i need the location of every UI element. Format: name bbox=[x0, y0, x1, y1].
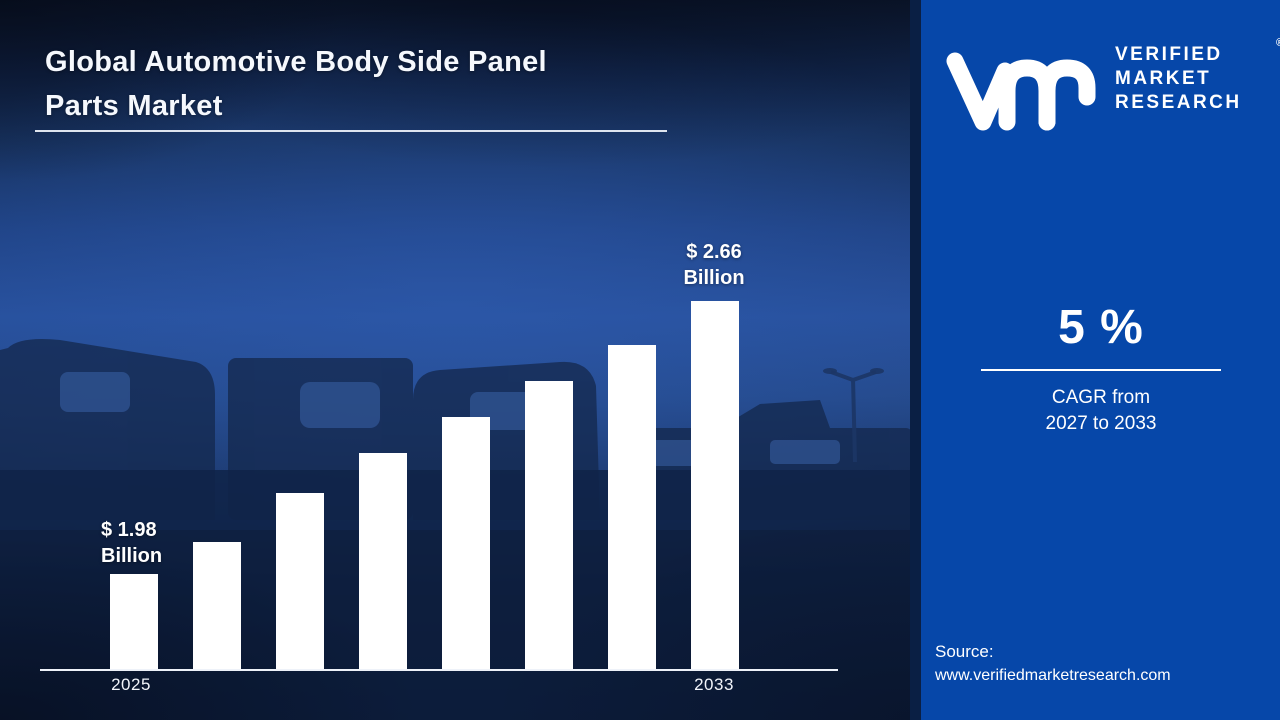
cagr-caption-line1: CAGR from bbox=[1051, 387, 1151, 408]
registered-trademark-icon: ® bbox=[1276, 37, 1280, 49]
page-title-line1: Global Automotive Body Side Panel bbox=[45, 46, 547, 78]
left-panel: Global Automotive Body Side Panel Parts … bbox=[0, 0, 912, 720]
first-bar-value-amount: $ 1.98 bbox=[101, 519, 157, 541]
vmr-monogram-icon bbox=[946, 52, 1096, 131]
source-url[interactable]: www.verifiedmarketresearch.com bbox=[935, 667, 1171, 684]
bar bbox=[110, 574, 158, 670]
page-title: Global Automotive Body Side Panel Parts … bbox=[45, 40, 725, 128]
page-title-line2: Parts Market bbox=[45, 90, 223, 122]
last-bar-value-label: $ 2.66 Billion bbox=[655, 239, 773, 291]
bar bbox=[525, 381, 573, 670]
vmr-logo-word-market: MARKET bbox=[1115, 68, 1212, 89]
vmr-logo-text: VERIFIED MARKET RESEARCH bbox=[1115, 43, 1242, 115]
vmr-logo: VERIFIED MARKET RESEARCH ® bbox=[945, 35, 1280, 131]
bar bbox=[276, 493, 324, 670]
last-bar-value-amount: $ 2.66 bbox=[686, 241, 742, 263]
panel-divider bbox=[910, 0, 921, 720]
vmr-logo-word-verified: VERIFIED bbox=[1115, 44, 1223, 65]
bar bbox=[442, 417, 490, 670]
first-bar-value-unit: Billion bbox=[101, 545, 163, 567]
bar bbox=[193, 542, 241, 670]
first-bar-value-label: $ 1.98 Billion bbox=[101, 517, 162, 569]
cagr-divider-line bbox=[981, 369, 1221, 371]
source-block: Source: www.verifiedmarketresearch.com bbox=[935, 640, 1171, 688]
cagr-stat: 5 % CAGR from 2027 to 2033 bbox=[976, 300, 1226, 437]
cagr-value: 5 % bbox=[1058, 301, 1144, 354]
last-bar-value-unit: Billion bbox=[683, 267, 745, 289]
title-underline bbox=[35, 130, 667, 132]
vmr-logo-word-research: RESEARCH bbox=[1115, 92, 1242, 113]
bar bbox=[359, 453, 407, 670]
cagr-caption-line2: 2027 to 2033 bbox=[1045, 413, 1157, 434]
bar bbox=[608, 345, 656, 670]
x-axis-line bbox=[40, 669, 838, 671]
right-panel: VERIFIED MARKET RESEARCH ® 5 % CAGR from… bbox=[921, 0, 1280, 720]
bar bbox=[691, 301, 739, 670]
x-tick-2033: 2033 bbox=[694, 675, 734, 694]
source-label: Source: bbox=[935, 642, 994, 661]
x-tick-2025: 2025 bbox=[111, 675, 151, 694]
